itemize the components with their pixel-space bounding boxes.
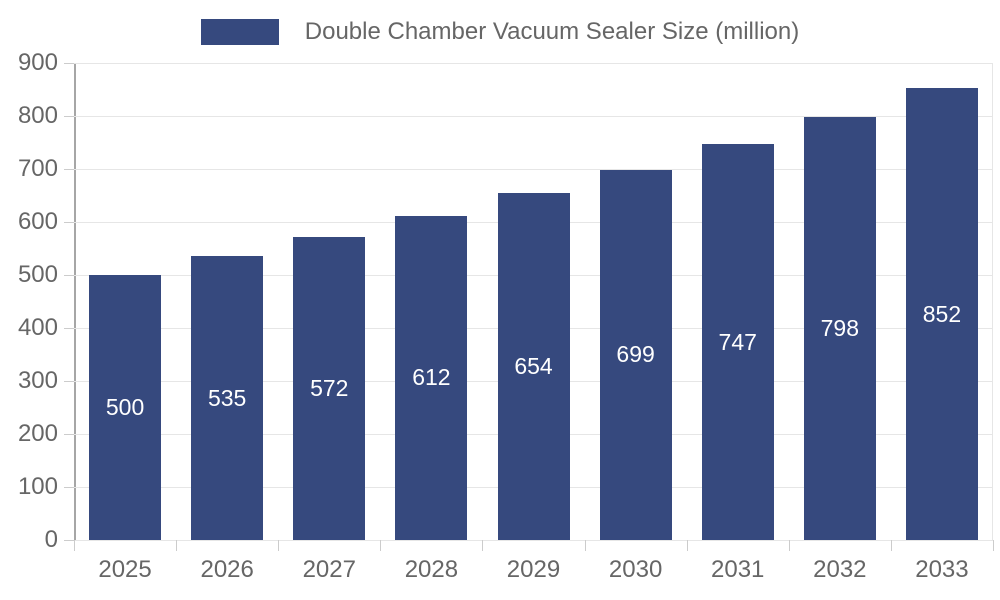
bar-value-label: 654: [514, 353, 553, 380]
gridline: [74, 115, 993, 117]
x-tick: [788, 540, 790, 551]
bar-2033[interactable]: 852: [905, 88, 978, 540]
bar-value-label: 747: [718, 328, 757, 355]
y-tick: [64, 63, 74, 64]
x-tick: [584, 540, 586, 551]
x-tick: [993, 540, 994, 551]
x-axis-label: 2025: [98, 556, 152, 583]
gridline: [74, 168, 993, 170]
x-tick: [686, 540, 688, 551]
x-axis-label: 2031: [711, 556, 765, 583]
bar-value-label: 535: [207, 384, 247, 411]
x-axis-label: 2026: [200, 556, 254, 583]
x-axis-line: [74, 539, 993, 541]
gridline: [74, 62, 993, 64]
x-axis-label: 2033: [915, 556, 969, 583]
x-axis-label: 2032: [813, 556, 867, 583]
x-tick: [380, 540, 382, 551]
y-axis-label: 500: [17, 261, 58, 288]
y-axis-label: 600: [17, 208, 58, 235]
bar-value-label: 572: [310, 374, 349, 401]
x-tick: [482, 540, 484, 551]
y-axis-label: 0: [44, 526, 58, 553]
bar-value-label: 500: [105, 394, 145, 420]
y-axis-line: [74, 63, 76, 540]
y-tick: [64, 540, 74, 541]
y-tick: [64, 275, 74, 276]
x-tick: [176, 540, 178, 551]
y-axis-label: 700: [17, 155, 58, 182]
x-tick: [74, 540, 75, 551]
y-tick: [64, 116, 74, 117]
x-axis-label: 2028: [404, 556, 459, 583]
y-tick: [64, 169, 74, 170]
plot-right-border: [992, 63, 993, 540]
y-tick: [64, 381, 74, 382]
x-axis-label: 2027: [302, 556, 356, 583]
plot-area: 500 535 572 612 654 699 747 798 852: [74, 62, 993, 541]
bar-2027[interactable]: 572: [293, 236, 366, 540]
y-axis-label: 100: [17, 473, 58, 500]
y-axis-label: 400: [17, 314, 58, 341]
legend-swatch: [200, 19, 279, 45]
x-tick: [890, 540, 892, 551]
bar-2025[interactable]: 500: [89, 275, 162, 540]
bar-value-label: 852: [922, 300, 962, 327]
bar-2032[interactable]: 798: [803, 117, 876, 540]
y-tick: [64, 328, 74, 329]
y-axis-label: 300: [17, 367, 58, 394]
bar-2026[interactable]: 535: [191, 256, 264, 540]
legend-label: Double Chamber Vacuum Sealer Size (milli…: [304, 18, 800, 45]
bar-2028[interactable]: 612: [395, 215, 468, 540]
x-axis-label: 2029: [506, 556, 561, 583]
y-tick: [64, 487, 74, 488]
bar-2031[interactable]: 747: [701, 144, 774, 540]
y-axis-label: 800: [17, 102, 58, 129]
bar-value-label: 612: [412, 364, 451, 391]
bar-value-label: 798: [820, 315, 860, 342]
y-axis-label: 900: [17, 49, 58, 76]
x-axis-label: 2030: [608, 556, 663, 583]
y-tick: [64, 222, 74, 223]
bar-2030[interactable]: 699: [599, 169, 672, 540]
bar-2029[interactable]: 654: [497, 193, 570, 540]
y-tick: [64, 434, 74, 435]
legend-item[interactable]: Double Chamber Vacuum Sealer Size (milli…: [0, 18, 1000, 46]
y-axis-label: 200: [17, 420, 58, 447]
bar-value-label: 699: [616, 341, 655, 368]
x-tick: [278, 540, 280, 551]
